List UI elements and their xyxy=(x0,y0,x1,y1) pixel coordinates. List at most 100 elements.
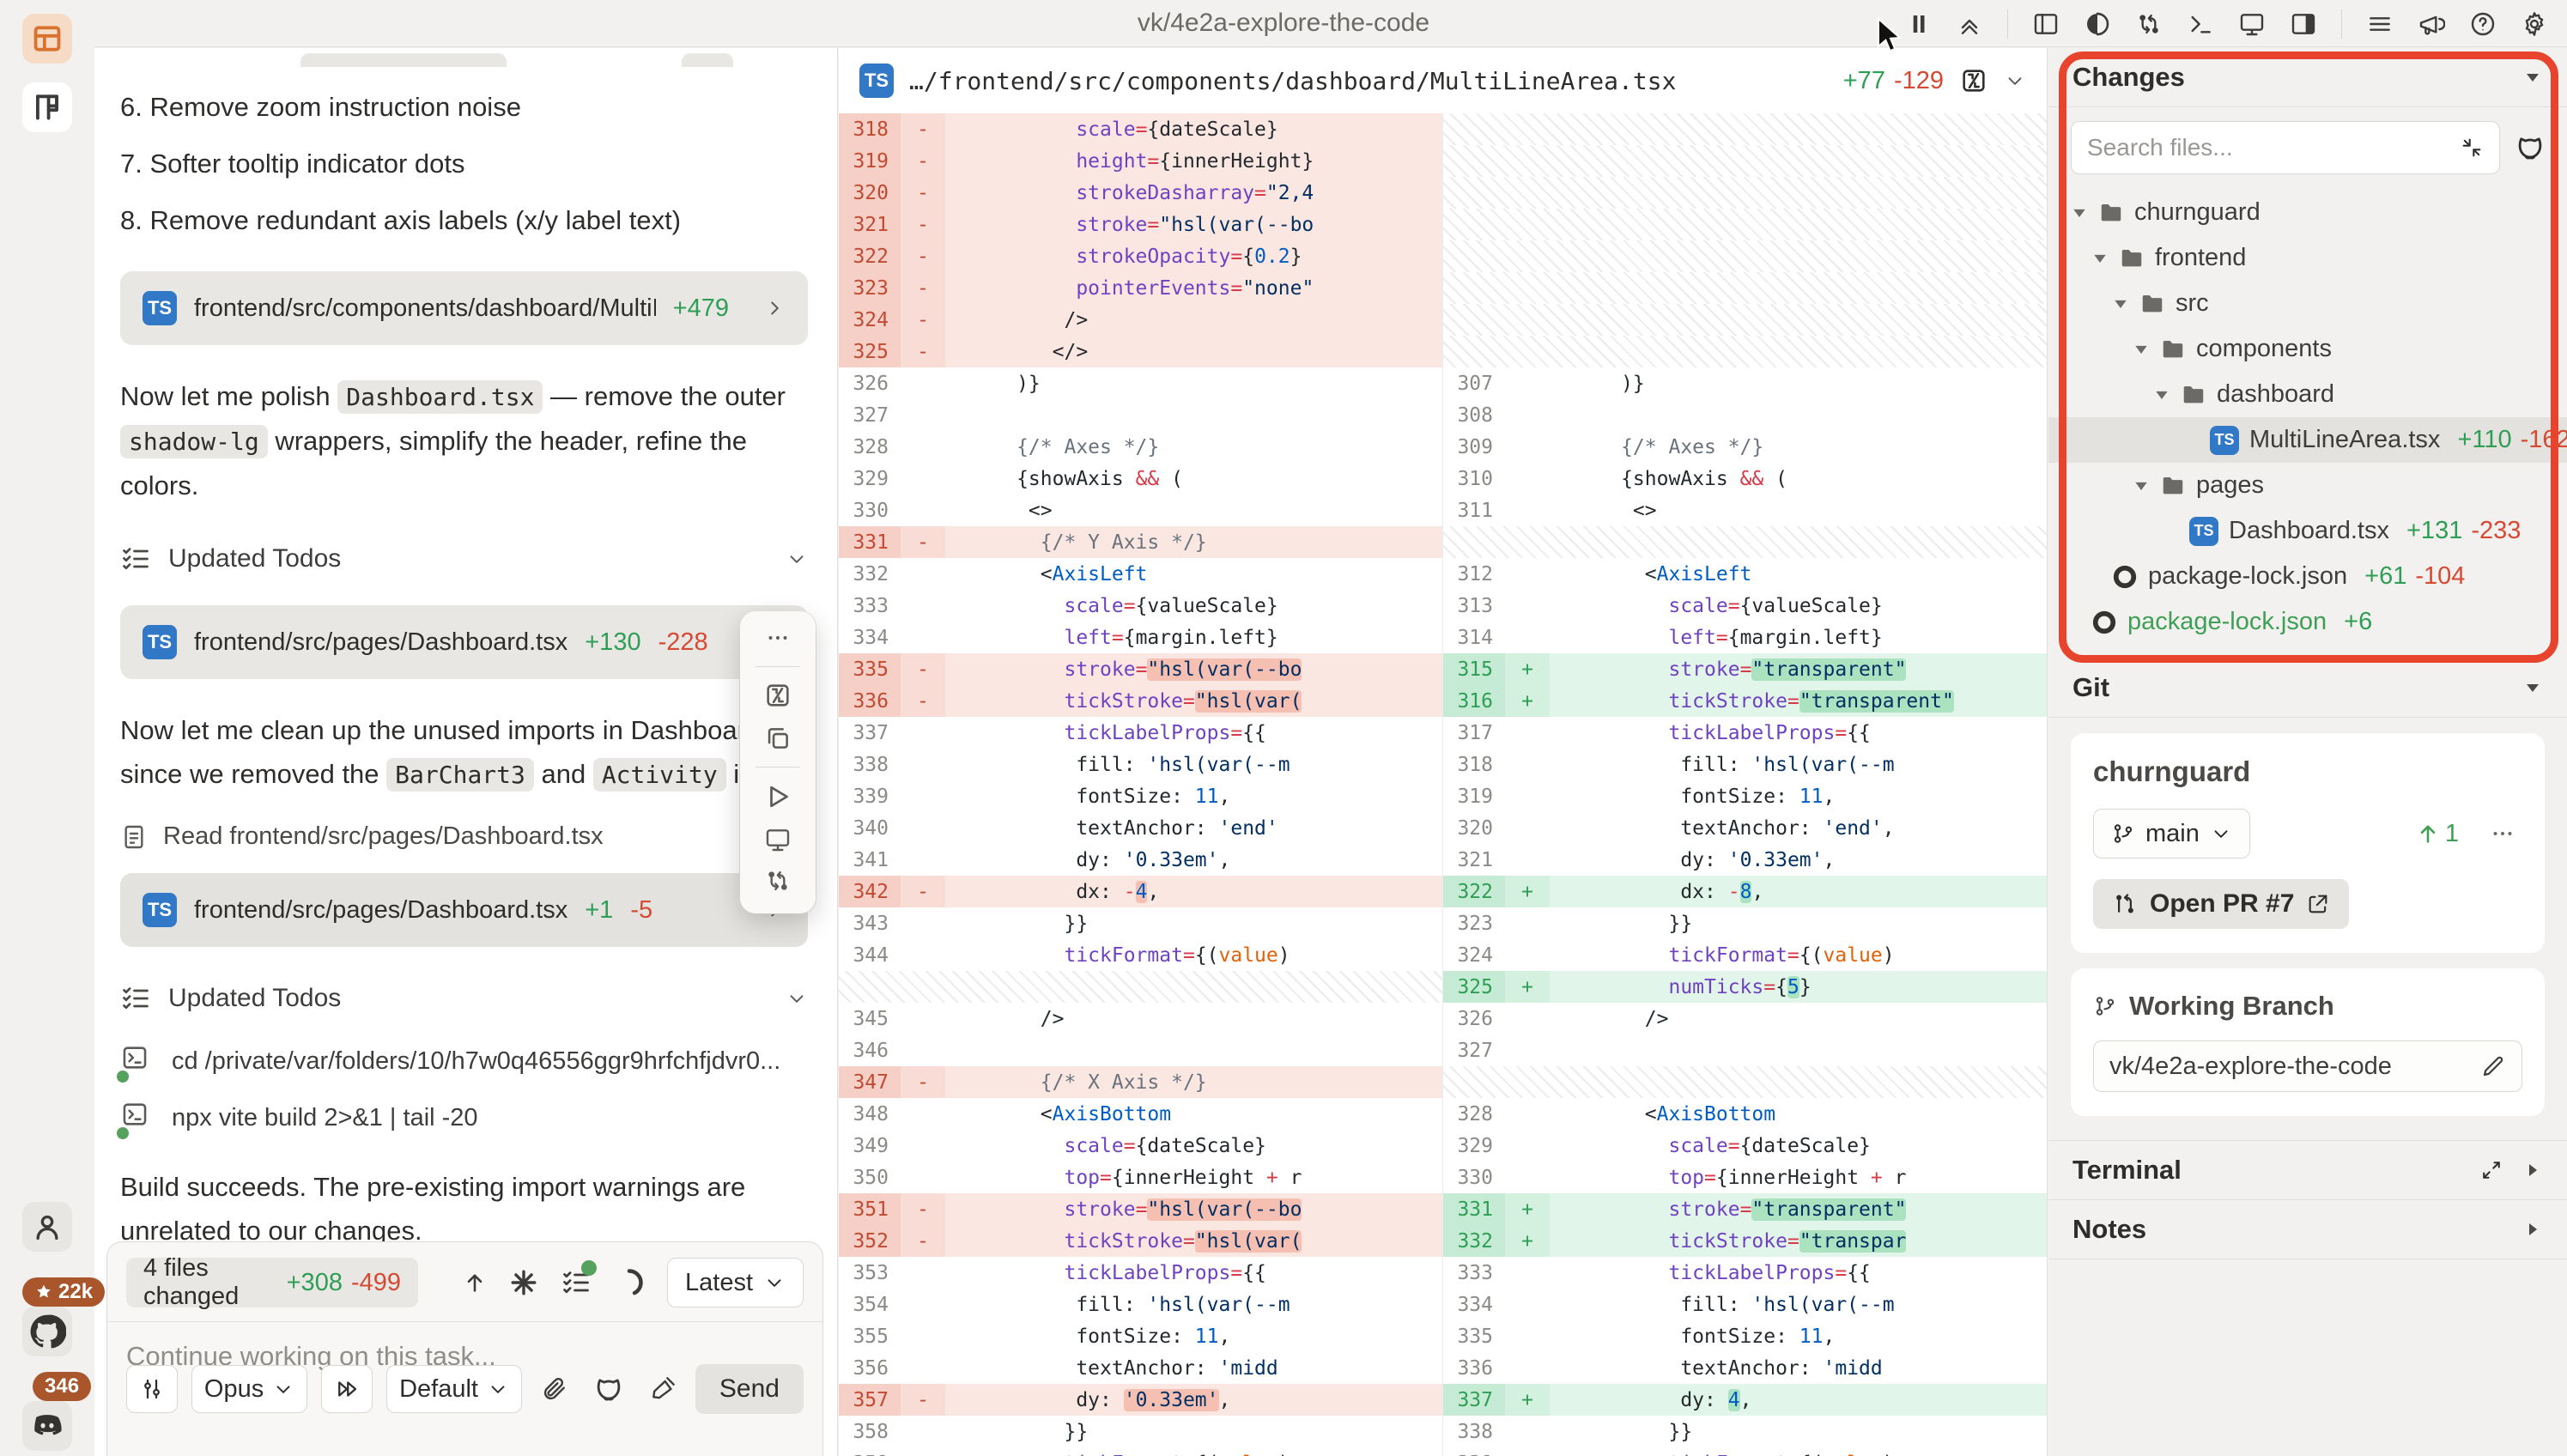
mode-dropdown[interactable]: Default xyxy=(386,1365,522,1413)
terminal-command-row[interactable]: npx vite build 2>&1 | tail -20 xyxy=(117,1100,808,1139)
chevron-down-icon[interactable] xyxy=(2004,70,2026,92)
caret-down-icon[interactable] xyxy=(2091,250,2109,267)
read-file-row[interactable]: Read frontend/src/pages/Dashboard.tsx xyxy=(120,822,808,851)
attach-button[interactable] xyxy=(541,1375,568,1403)
send-button[interactable]: Send xyxy=(695,1364,804,1414)
cat-button[interactable] xyxy=(592,1373,625,1405)
working-branch-input[interactable]: vk/4e2a-explore-the-code xyxy=(2093,1040,2522,1092)
tree-file-package-lock.json[interactable]: package-lock.json +6 xyxy=(2048,599,2567,645)
file-change-chip[interactable]: TS frontend/src/pages/Dashboard.tsx +1 -5 xyxy=(120,873,808,947)
file-change-chip[interactable]: TS frontend/src/pages/Dashboard.tsx +130 -2… xyxy=(120,605,808,679)
diff-marker: - xyxy=(901,272,945,304)
github-button[interactable] xyxy=(22,1307,72,1356)
help-icon[interactable] xyxy=(2469,10,2497,38)
diff-button[interactable] xyxy=(763,681,792,710)
git-more-button[interactable] xyxy=(2488,819,2517,848)
spark-icon[interactable] xyxy=(509,1268,538,1297)
model-dropdown[interactable]: Opus xyxy=(191,1365,308,1413)
git-compare-button[interactable] xyxy=(764,867,792,895)
deletions-count: -233 xyxy=(2471,517,2521,544)
open-pr-button[interactable]: Open PR #7 xyxy=(2093,879,2350,929)
monitor-button[interactable] xyxy=(764,826,792,853)
cat-icon[interactable] xyxy=(2514,131,2546,164)
tree-file-MultiLineArea.tsx[interactable]: TS MultiLineArea.tsx +110 -162 xyxy=(2048,417,2567,463)
code-text: /> xyxy=(945,1007,1065,1030)
settings-sliders-button[interactable] xyxy=(126,1365,178,1413)
file-search[interactable] xyxy=(2071,121,2500,174)
diff-marker xyxy=(1505,622,1550,653)
files-changed-badge[interactable]: 4 files changed +308 -499 xyxy=(126,1254,418,1310)
gear-icon[interactable] xyxy=(2521,10,2548,38)
branch-dropdown[interactable]: main xyxy=(2093,809,2250,858)
code-text: top = {innerHeight + r xyxy=(945,1166,1302,1189)
pen-button[interactable] xyxy=(649,1375,677,1403)
kanban-tab[interactable] xyxy=(22,82,72,132)
clipped-message-fragment xyxy=(120,50,808,67)
panel-left-icon[interactable] xyxy=(2032,10,2060,38)
tree-folder-churnguard[interactable]: churnguard xyxy=(2048,190,2567,235)
contrast-icon[interactable] xyxy=(2084,10,2111,38)
fast-forward-button[interactable] xyxy=(321,1365,373,1413)
clipped-chip xyxy=(682,53,733,67)
changes-section-header[interactable]: Changes xyxy=(2048,48,2567,106)
tree-folder-src[interactable]: src xyxy=(2048,281,2567,326)
tree-folder-components[interactable]: components xyxy=(2048,326,2567,372)
files-changed-label: 4 files changed xyxy=(143,1254,240,1310)
caret-down-icon[interactable] xyxy=(2112,295,2129,312)
play-button[interactable] xyxy=(762,781,793,812)
tree-folder-pages[interactable]: pages xyxy=(2048,463,2567,508)
scroll-up-button[interactable] xyxy=(463,1271,487,1295)
diff-body[interactable]: 318- scale = {dateScale} 319- height = {inner… xyxy=(839,113,2047,1456)
diff-row: 346 327 xyxy=(839,1034,2047,1066)
code-text: )} xyxy=(945,372,1041,395)
deletions-count: -499 xyxy=(350,1268,401,1296)
code-text: fontSize: 11, xyxy=(1550,785,1836,808)
file-change-chip[interactable]: TS frontend/src/components/dashboard/Mult… xyxy=(120,271,808,345)
diff-line: 332 < AxisLeft xyxy=(839,558,1443,590)
updated-todos-row[interactable]: Updated Todos xyxy=(120,535,808,583)
terminal-prompt-icon[interactable] xyxy=(2187,10,2214,38)
terminal-command-row[interactable]: cd /private/var/folders/10/h7w0q46556ggr… xyxy=(117,1043,808,1083)
version-dropdown[interactable]: Latest xyxy=(667,1258,804,1307)
tree-file-package-lock.json[interactable]: package-lock.json +61 -104 xyxy=(2048,554,2567,599)
todos-button[interactable] xyxy=(561,1260,597,1298)
monitor-icon[interactable] xyxy=(2238,10,2266,38)
caret-down-icon[interactable] xyxy=(2071,204,2088,221)
layout-tab[interactable] xyxy=(22,14,72,64)
search-input[interactable] xyxy=(2087,134,2460,161)
code-text: stroke = "transparent" xyxy=(1550,1198,1907,1221)
tree-folder-frontend[interactable]: frontend xyxy=(2048,235,2567,281)
diff-view-icon[interactable] xyxy=(1959,66,1988,95)
diff-line: 313 scale = {valueScale} xyxy=(1443,590,2047,622)
pause-icon[interactable] xyxy=(1906,11,1932,37)
panel-right-icon[interactable] xyxy=(2290,10,2317,38)
caret-down-icon[interactable] xyxy=(2133,341,2150,358)
megaphone-icon[interactable] xyxy=(2418,10,2445,38)
diff-line: 327 xyxy=(839,399,1443,431)
chevrons-up-icon[interactable] xyxy=(1956,10,1983,38)
notes-section-header[interactable]: Notes xyxy=(2048,1200,2567,1259)
updated-todos-row[interactable]: Updated Todos xyxy=(120,974,808,1022)
discord-button[interactable] xyxy=(22,1401,72,1451)
line-number: 334 xyxy=(853,626,889,649)
terminal-section-header[interactable]: Terminal xyxy=(2048,1141,2567,1199)
git-section-header[interactable]: Git xyxy=(2048,658,2567,717)
diff-line: 335 fontSize: 11, xyxy=(1443,1320,2047,1352)
caret-down-icon[interactable] xyxy=(2133,477,2150,494)
diff-row: 337 tickLabelProps ={{317 tickLabelProps =… xyxy=(839,717,2047,749)
tree-file-Dashboard.tsx[interactable]: TS Dashboard.tsx +131 -233 xyxy=(2048,508,2567,554)
menu-icon[interactable] xyxy=(2366,10,2394,38)
code-text: < AxisLeft xyxy=(1550,562,1752,585)
profile-button[interactable] xyxy=(22,1202,72,1252)
pencil-icon[interactable] xyxy=(2480,1053,2506,1079)
git-compare-icon[interactable] xyxy=(2135,10,2163,38)
copy-button[interactable] xyxy=(763,724,792,753)
collapse-tree-icon[interactable] xyxy=(2460,136,2484,160)
caret-down-icon[interactable] xyxy=(2153,386,2170,403)
tree-folder-dashboard[interactable]: dashboard xyxy=(2048,372,2567,417)
dots-button[interactable] xyxy=(763,623,792,652)
inline-code: Activity xyxy=(592,758,726,792)
expand-icon[interactable] xyxy=(2479,1158,2503,1182)
line-number: 332 xyxy=(1443,1225,1505,1257)
inline-code: shadow-lg xyxy=(120,425,268,458)
